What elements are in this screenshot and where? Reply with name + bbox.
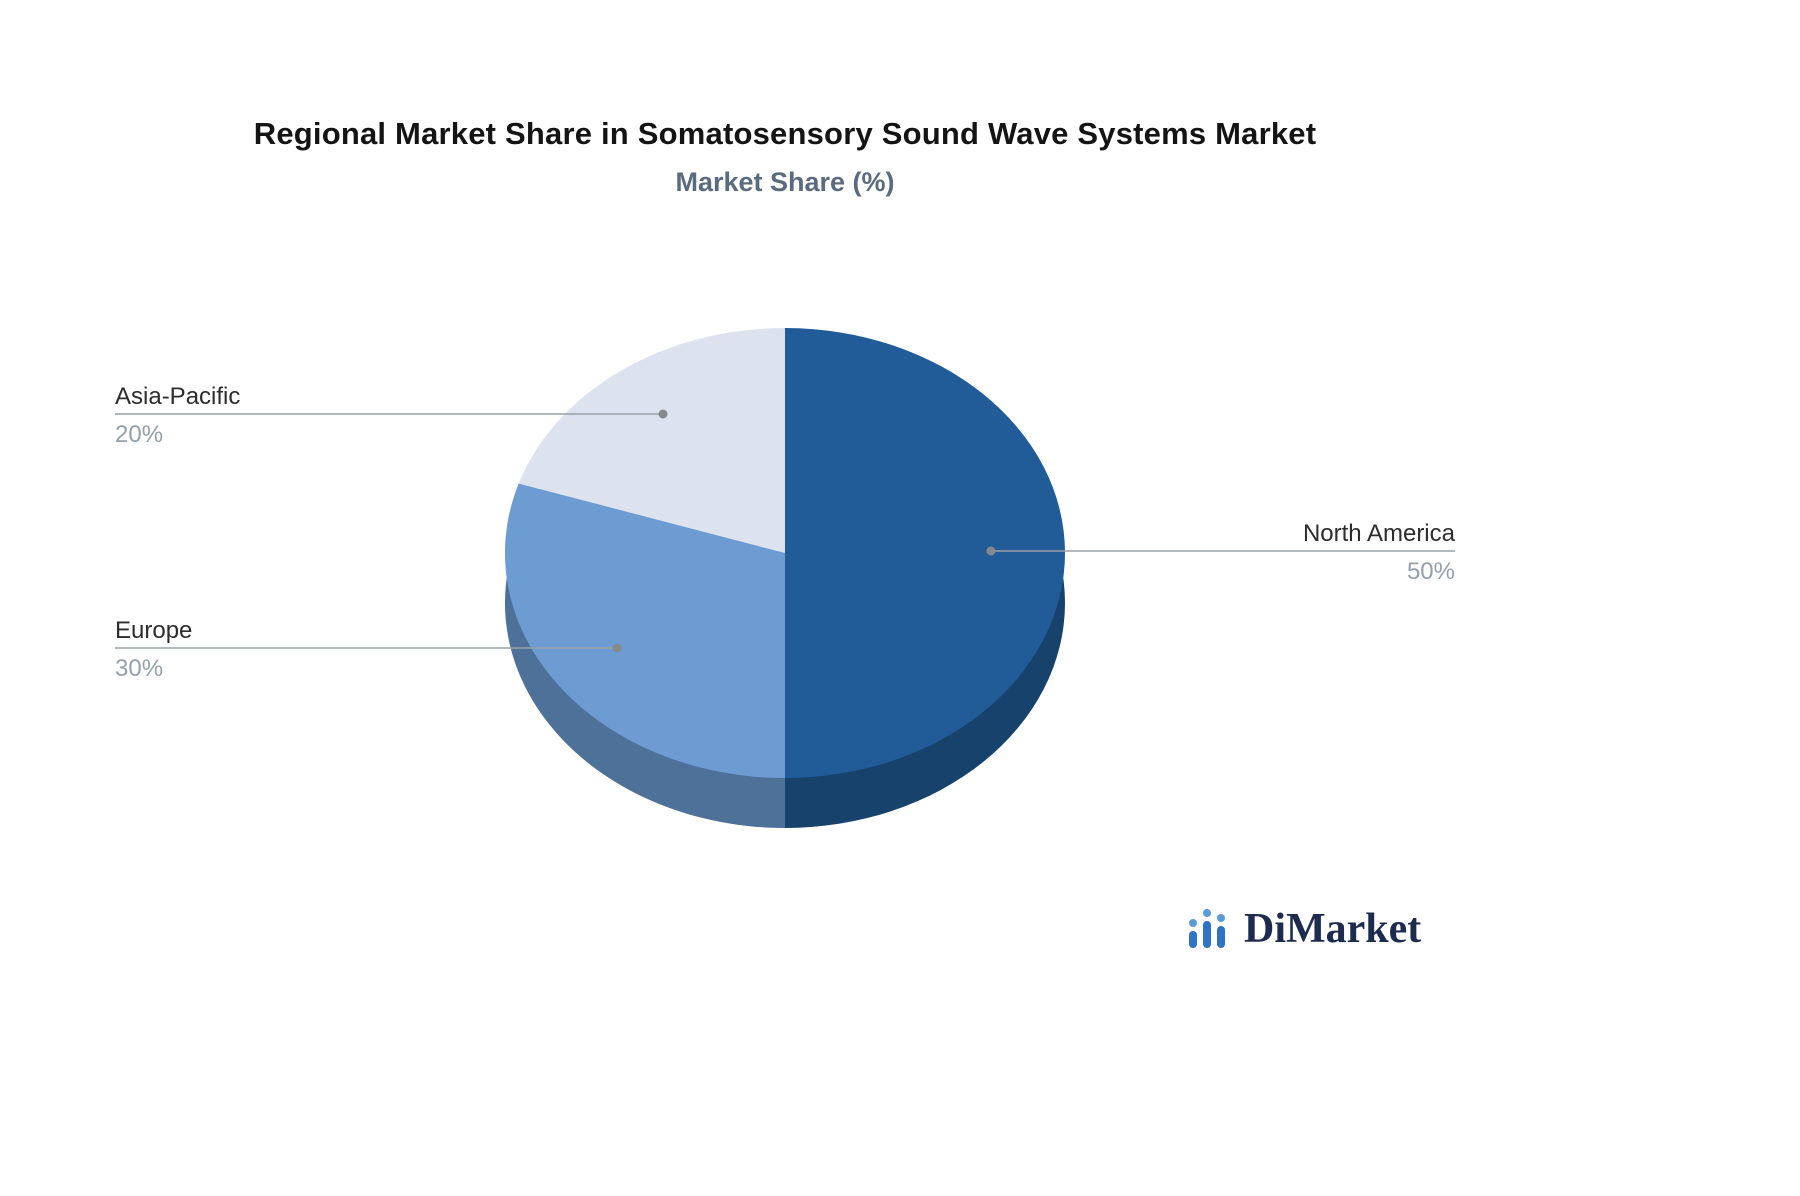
pie-slice-asia-pacific	[518, 328, 785, 553]
label-asia-pacific: Asia-Pacific	[115, 383, 241, 410]
label-north-america: North America	[1302, 520, 1455, 547]
value-asia-pacific: 20%	[115, 421, 164, 448]
leader-dot-europe	[612, 643, 622, 653]
dimarket-logo-icon	[1189, 909, 1225, 948]
value-europe: 30%	[115, 655, 164, 682]
leader-dot-north-america	[986, 546, 996, 556]
label-europe: Europe	[115, 617, 193, 644]
pie-slice-europe	[504, 483, 785, 778]
value-north-america: 50%	[1406, 558, 1455, 585]
chart-title: Regional Market Share in Somatosensory S…	[253, 116, 1317, 151]
pie-slice-north-america	[785, 328, 1065, 778]
leader-dot-asia-pacific	[658, 409, 668, 419]
chart-subtitle: Market Share (%)	[675, 167, 895, 197]
dimarket-logo-text: DiMarket	[1244, 906, 1422, 952]
dimarket-logo: DiMarket	[1186, 906, 1421, 952]
